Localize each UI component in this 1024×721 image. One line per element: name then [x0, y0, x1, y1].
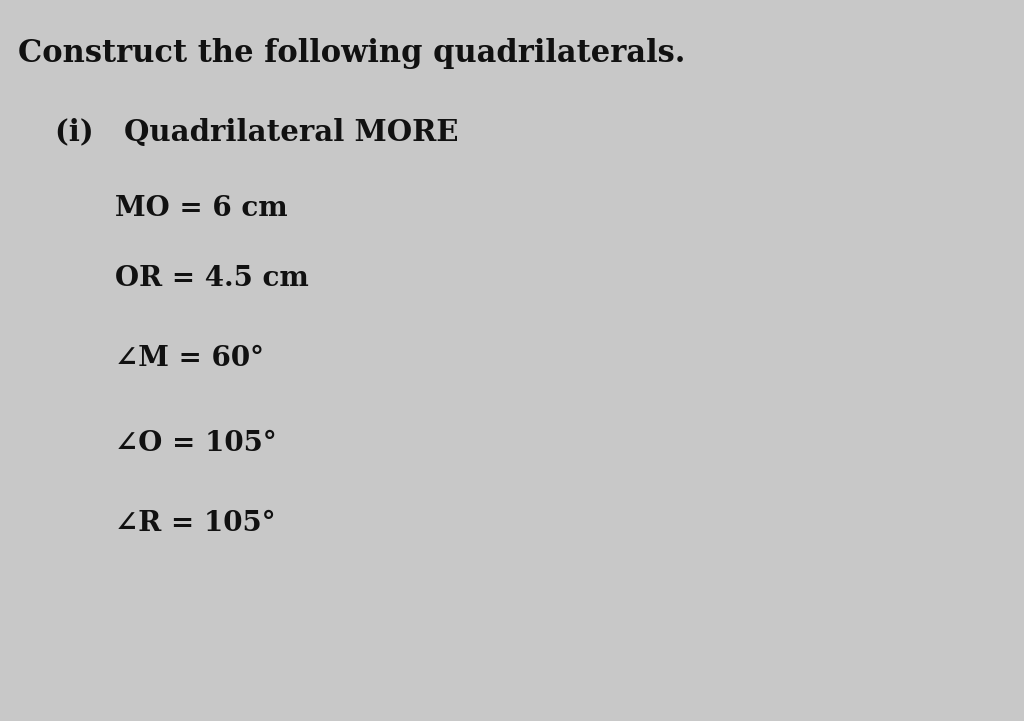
- Text: MO = 6 cm: MO = 6 cm: [115, 195, 288, 222]
- Text: Construct the following quadrilaterals.: Construct the following quadrilaterals.: [18, 38, 685, 69]
- Text: OR = 4.5 cm: OR = 4.5 cm: [115, 265, 309, 292]
- Text: (i)   Quadrilateral MORE: (i) Quadrilateral MORE: [55, 118, 459, 147]
- Text: ∠O = 105°: ∠O = 105°: [115, 430, 276, 457]
- Text: ∠M = 60°: ∠M = 60°: [115, 345, 264, 372]
- Text: ∠R = 105°: ∠R = 105°: [115, 510, 275, 537]
